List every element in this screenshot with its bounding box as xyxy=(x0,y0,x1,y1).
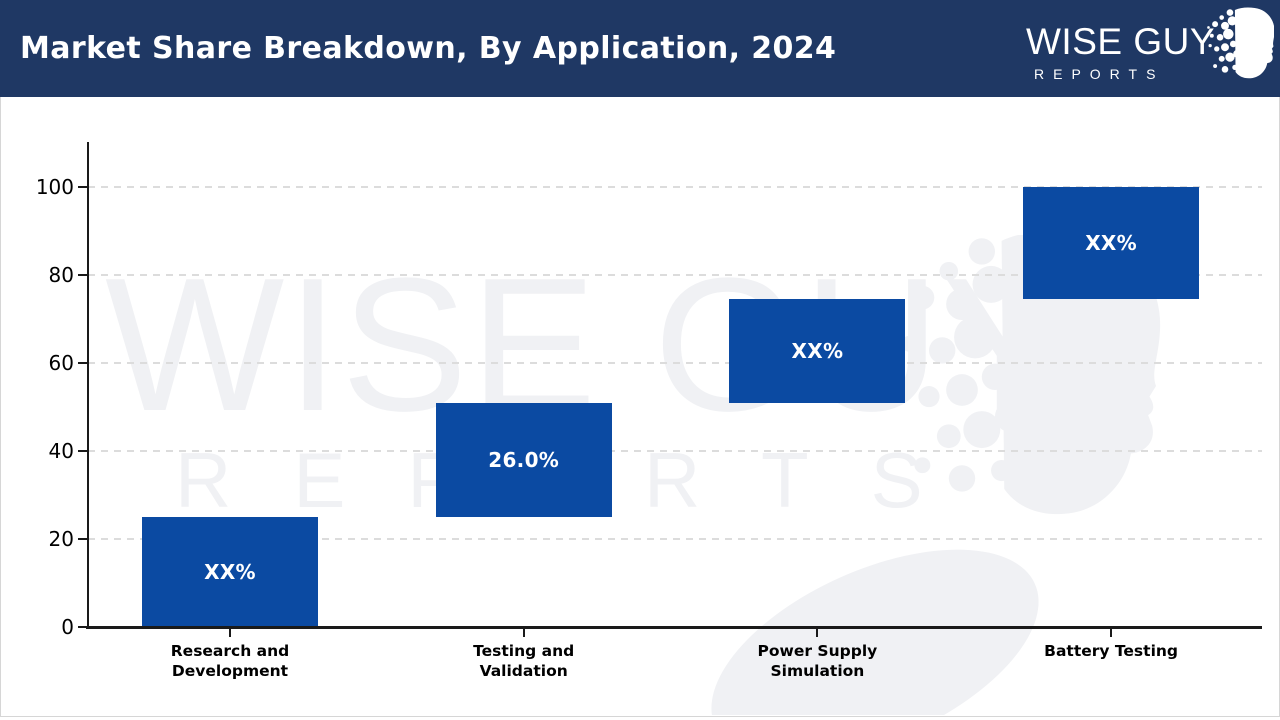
logo-dot xyxy=(1207,25,1210,29)
y-tick-label: 40 xyxy=(48,439,74,463)
x-tick xyxy=(816,629,819,637)
logo-face-icon xyxy=(1207,6,1274,78)
logo-dot xyxy=(1227,15,1237,25)
logo-dot xyxy=(1219,14,1225,20)
logo-dot xyxy=(1223,28,1234,39)
logo-dot xyxy=(1221,42,1229,51)
y-tick xyxy=(78,626,87,628)
logo-dot xyxy=(910,285,935,310)
logo-dot xyxy=(1213,63,1218,68)
logo-dot xyxy=(963,411,1001,449)
logo-dot xyxy=(1208,43,1212,47)
logo-dot xyxy=(1212,20,1219,27)
bar: XX% xyxy=(729,299,906,403)
x-axis-spine xyxy=(86,626,1262,629)
logo-dot xyxy=(936,424,961,449)
bar-value-label: XX% xyxy=(791,338,844,363)
x-tick-label: Testing and Validation xyxy=(473,642,575,680)
face-profile xyxy=(1234,6,1274,78)
wiseguy-logo: WISE GUY REPORTS xyxy=(1026,6,1274,82)
y-grid-line xyxy=(88,186,1262,188)
y-tick-label: 0 xyxy=(61,615,74,639)
logo-dot xyxy=(1209,33,1214,38)
logo-dot xyxy=(954,316,997,359)
y-tick-label: 20 xyxy=(48,527,74,551)
bar-value-label: XX% xyxy=(1085,231,1137,256)
logo-dot xyxy=(948,465,976,492)
x-tick-label: Research and Development xyxy=(170,642,290,680)
y-tick-label: 80 xyxy=(48,263,74,287)
logo-dot xyxy=(972,265,1010,303)
logo-dot xyxy=(981,363,1009,390)
bar-value-label: 26.0% xyxy=(488,447,560,472)
logo-dot xyxy=(1214,45,1220,52)
logo-dot xyxy=(968,238,995,265)
y-tick-label: 100 xyxy=(35,175,74,199)
logo-subtext: REPORTS xyxy=(1034,66,1164,82)
x-tick-label: Power Supply Simulation xyxy=(757,642,878,680)
y-tick-label: 60 xyxy=(48,351,74,375)
logo-dot xyxy=(946,288,978,321)
y-tick xyxy=(78,186,87,188)
x-tick xyxy=(229,629,231,637)
x-tick-label: Battery Testing xyxy=(1044,642,1179,660)
x-tick xyxy=(1110,629,1113,637)
logo-dot xyxy=(1005,244,1025,264)
logo-dot xyxy=(1226,8,1234,16)
logo-dot xyxy=(914,457,931,474)
bar: XX% xyxy=(1023,187,1200,300)
logo-dot xyxy=(1216,33,1224,41)
logo-dot xyxy=(1004,310,1031,338)
logo-dot xyxy=(946,374,978,406)
header-band: Market Share Breakdown, By Application, … xyxy=(0,0,1280,97)
y-tick xyxy=(78,362,87,364)
page-edge-left xyxy=(0,97,1,717)
logo-dot xyxy=(1218,55,1225,62)
y-tick xyxy=(78,538,87,540)
y-grid-line xyxy=(88,274,1262,276)
y-tick xyxy=(78,274,87,276)
logo-dot xyxy=(991,459,1013,482)
page-edge-bottom xyxy=(0,716,1280,717)
logo-dot xyxy=(1225,52,1235,62)
bar: XX% xyxy=(142,517,318,627)
y-grid-line xyxy=(88,362,1262,364)
logo-dot xyxy=(918,386,940,408)
page-title: Market Share Breakdown, By Application, … xyxy=(20,31,837,66)
y-tick xyxy=(78,450,87,452)
logo-wordmark: WISE GUY xyxy=(1026,21,1215,62)
x-tick xyxy=(522,629,525,637)
logo-dot xyxy=(1221,65,1229,73)
y-grid-line xyxy=(88,538,1262,540)
logo-dot xyxy=(939,261,959,281)
logo-dot xyxy=(1229,40,1237,47)
bar-value-label: XX% xyxy=(204,560,256,584)
y-axis-spine xyxy=(87,142,89,629)
y-grid-line xyxy=(88,450,1262,452)
logo-dot xyxy=(929,337,956,364)
bar: 26.0% xyxy=(435,402,612,517)
logo-dot xyxy=(1221,21,1229,30)
logo-dot xyxy=(995,400,1027,433)
